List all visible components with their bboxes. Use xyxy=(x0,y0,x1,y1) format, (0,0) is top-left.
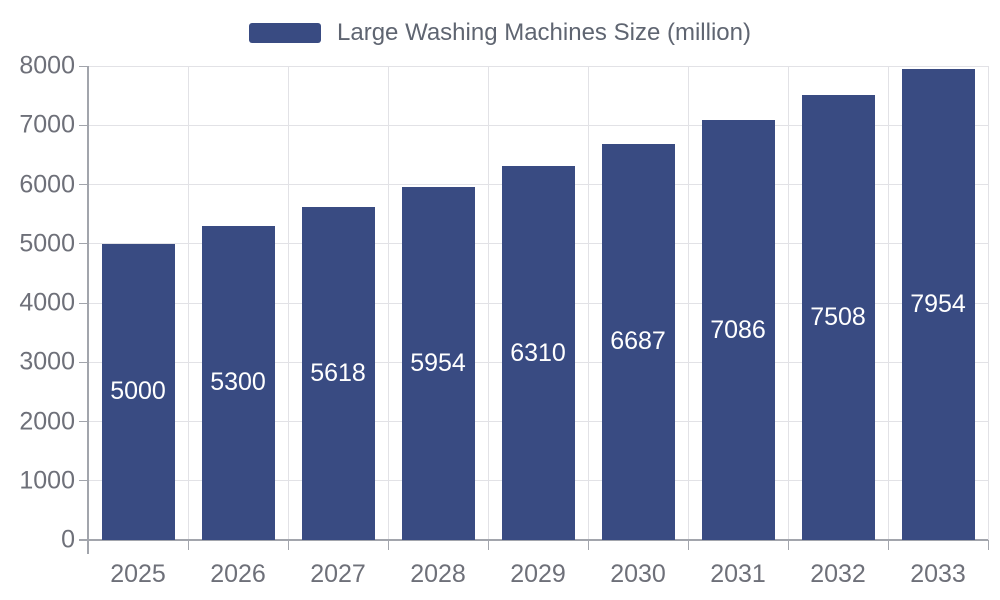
y-axis-tick xyxy=(79,361,88,363)
x-axis-tick xyxy=(387,540,389,550)
y-axis-tick xyxy=(79,480,88,482)
y-axis-tick xyxy=(79,65,88,67)
y-tick-label: 0 xyxy=(61,525,75,554)
y-tick-label: 7000 xyxy=(19,110,75,139)
x-tick-label: 2026 xyxy=(210,560,266,588)
v-gridline xyxy=(787,66,789,540)
x-axis-tick xyxy=(987,540,989,550)
x-axis-tick xyxy=(787,540,789,550)
y-tick-label: 1000 xyxy=(19,466,75,495)
bar[interactable]: 7954 xyxy=(901,68,975,540)
y-tick-label: 3000 xyxy=(19,347,75,376)
x-axis-tick xyxy=(587,540,589,550)
h-gridline xyxy=(88,124,988,126)
y-axis-tick xyxy=(79,243,88,245)
y-tick-label: 8000 xyxy=(19,51,75,80)
v-gridline xyxy=(587,66,589,540)
x-tick-label: 2027 xyxy=(310,560,366,588)
y-axis-tick xyxy=(79,421,88,422)
y-tick-label: 6000 xyxy=(19,170,75,198)
y-axis-line xyxy=(87,66,89,554)
bar-value-label: 5300 xyxy=(210,368,266,397)
bar-value-label: 7508 xyxy=(810,303,866,332)
y-axis-tick xyxy=(79,184,88,185)
x-tick-label: 2030 xyxy=(610,560,666,588)
y-tick-label: 4000 xyxy=(19,288,75,317)
v-gridline xyxy=(287,66,289,540)
bar[interactable]: 5954 xyxy=(401,187,475,540)
x-tick-label: 2032 xyxy=(810,560,866,588)
x-tick-label: 2028 xyxy=(410,560,466,588)
bar[interactable]: 5300 xyxy=(201,225,275,540)
bar[interactable]: 7508 xyxy=(801,95,875,540)
x-axis-tick xyxy=(187,540,189,550)
bar-value-label: 5618 xyxy=(310,359,366,388)
x-axis-line xyxy=(79,539,988,541)
legend-swatch-icon xyxy=(249,23,322,43)
bar-value-label: 7086 xyxy=(710,315,766,344)
v-gridline xyxy=(887,66,889,540)
bar[interactable]: 7086 xyxy=(701,120,775,540)
x-axis-tick xyxy=(687,540,689,550)
bar-value-label: 5954 xyxy=(410,349,466,378)
y-axis-tick xyxy=(79,302,88,304)
y-axis-tick xyxy=(79,124,88,126)
bar[interactable]: 6310 xyxy=(501,166,575,540)
v-gridline xyxy=(987,66,989,540)
v-gridline xyxy=(387,66,389,540)
x-tick-label: 2033 xyxy=(910,560,966,588)
x-tick-label: 2031 xyxy=(710,560,766,588)
bar[interactable]: 5618 xyxy=(301,207,375,540)
x-tick-label: 2025 xyxy=(110,560,166,588)
v-gridline xyxy=(187,66,189,540)
x-axis-tick xyxy=(287,540,289,550)
v-gridline xyxy=(487,66,489,540)
x-tick-label: 2029 xyxy=(510,560,566,588)
x-axis-tick xyxy=(887,540,889,550)
y-tick-label: 5000 xyxy=(19,229,75,258)
y-axis-tick xyxy=(79,539,88,541)
bar-value-label: 5000 xyxy=(110,377,166,406)
y-tick-label: 2000 xyxy=(19,407,75,435)
bar-value-label: 6310 xyxy=(510,338,566,367)
bar[interactable]: 5000 xyxy=(101,243,175,540)
v-gridline xyxy=(687,66,689,540)
h-gridline xyxy=(88,65,988,67)
bar[interactable]: 6687 xyxy=(601,143,675,540)
x-axis-tick xyxy=(487,540,489,550)
x-axis-tick xyxy=(87,540,89,550)
legend-label: Large Washing Machines Size (million) xyxy=(337,19,751,46)
bar-value-label: 7954 xyxy=(910,289,966,318)
legend[interactable]: Large Washing Machines Size (million) xyxy=(0,17,1000,49)
bar-value-label: 6687 xyxy=(610,327,666,356)
